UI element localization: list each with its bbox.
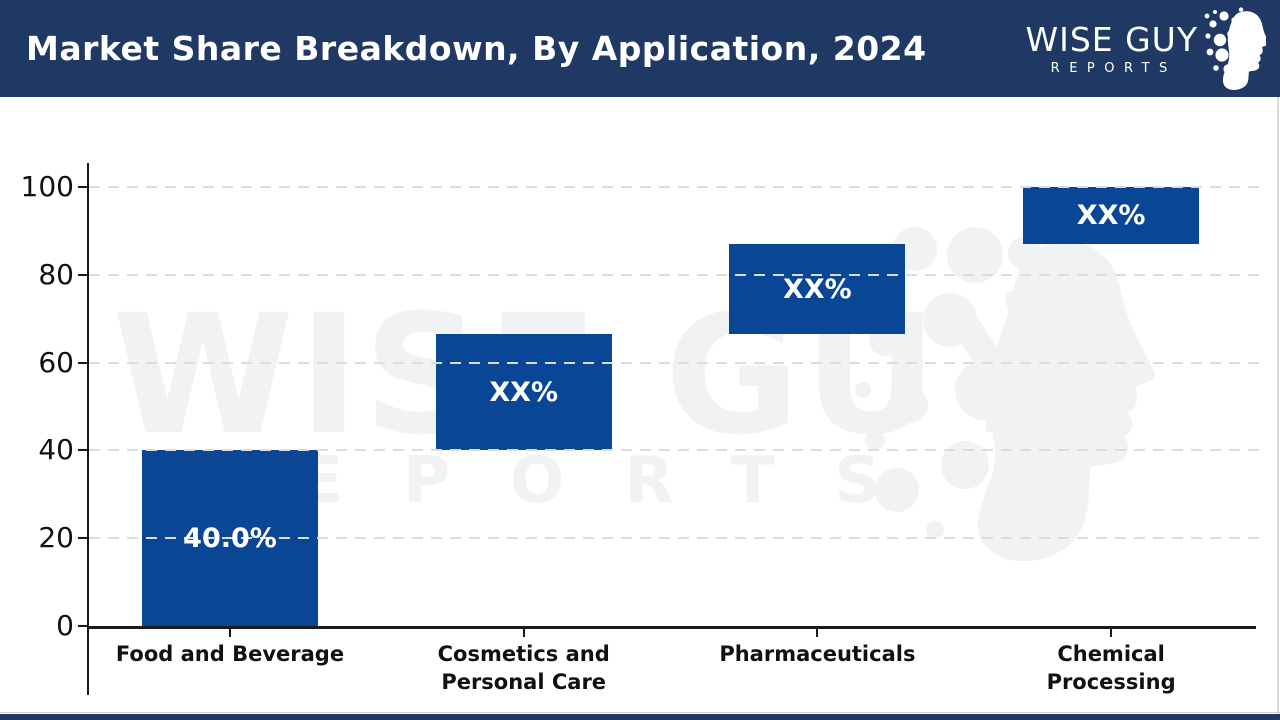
bar-segment	[729, 244, 906, 335]
gridline-100	[89, 186, 1262, 188]
footer-hairline	[0, 712, 1280, 713]
x-category-label: Food and Beverage	[115, 642, 345, 666]
brand-head-icon	[1204, 6, 1266, 90]
brand-logo: WISE GUY REPORTS	[1025, 6, 1266, 91]
y-tick-80	[78, 273, 87, 276]
header-bar: Market Share Breakdown, By Application, …	[0, 0, 1280, 97]
x-axis-line	[87, 626, 1256, 629]
gridline-60	[89, 361, 1262, 364]
y-tick-label-100: 100	[20, 170, 74, 203]
x-category-label: Chemical Processing	[1046, 642, 1176, 695]
x-category-label: Pharmaceuticals	[719, 642, 916, 666]
x-tick	[816, 629, 819, 637]
y-tick-label-80: 80	[38, 257, 74, 291]
gridline-40	[89, 449, 1262, 452]
y-tick-label-20: 20	[38, 521, 74, 555]
gridline-20	[89, 537, 1262, 540]
y-tick-label-0: 0	[56, 609, 74, 642]
y-tick-label-60: 60	[38, 345, 74, 379]
y-axis-spine	[87, 163, 89, 695]
bar-value-label: XX%	[489, 376, 559, 408]
bar-segment	[435, 334, 612, 451]
y-tick-20	[78, 537, 87, 540]
y-tick-0	[78, 625, 87, 627]
bar-value-label: XX%	[1076, 200, 1146, 232]
watermark-head-icon	[855, 227, 1155, 562]
y-tick-label-40: 40	[38, 433, 74, 467]
page-title: Market Share Breakdown, By Application, …	[26, 29, 927, 68]
right-edge-line	[1277, 97, 1279, 714]
x-category-label: Cosmetics and Personal Care	[437, 642, 610, 695]
waterfall-chart: WISE GUY REPORTS 40.0% XX% XX% XX% 0 20 40 60 8…	[0, 97, 1280, 713]
bar-value-label: XX%	[783, 273, 852, 305]
footer-bar	[0, 714, 1280, 720]
y-tick-100	[78, 186, 87, 188]
x-tick	[1110, 629, 1113, 637]
x-tick	[229, 629, 231, 637]
brand-wordmark: WISE GUY REPORTS	[1025, 23, 1198, 75]
y-tick-60	[78, 361, 87, 364]
brand-name-text: WISE GUY	[1025, 19, 1198, 59]
x-tick	[522, 629, 525, 637]
bar-segment	[1023, 187, 1200, 245]
bar-value-label: 40.0%	[183, 522, 277, 554]
y-tick-40	[78, 449, 87, 452]
brand-subname-text: REPORTS	[1050, 60, 1177, 76]
gridline-80	[89, 273, 1262, 276]
